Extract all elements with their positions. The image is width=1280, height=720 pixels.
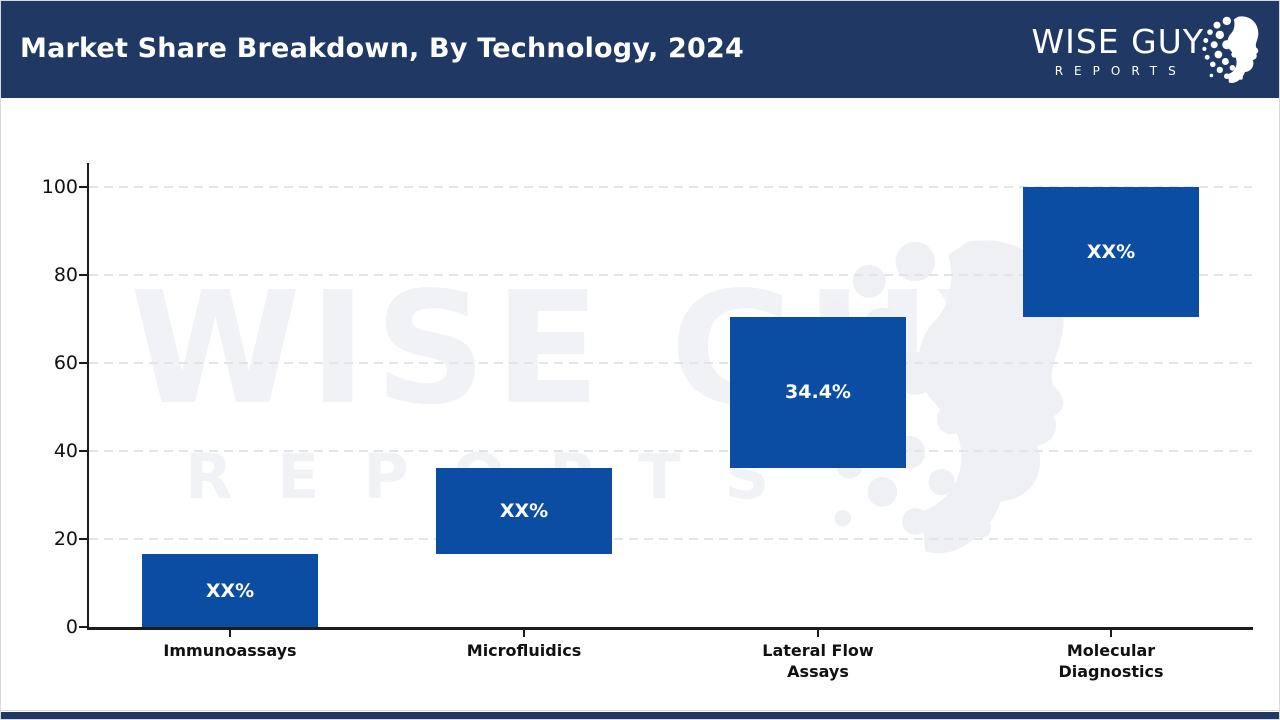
chart-title: Market Share Breakdown, By Technology, 2… <box>20 33 745 64</box>
category-label: Immunoassays <box>110 640 350 661</box>
bar-value-label: XX% <box>499 500 549 523</box>
grid-line <box>89 186 1252 188</box>
y-tick-mark <box>79 450 87 452</box>
bar-value-label: XX% <box>205 579 255 602</box>
bar-segment: 34.4% <box>730 316 906 469</box>
y-tick-label: 60 <box>53 352 78 374</box>
category-label-line: Immunoassays <box>163 641 297 660</box>
bar-segment: XX% <box>142 554 318 627</box>
x-tick-mark <box>523 630 525 637</box>
grid-line <box>89 538 1252 540</box>
x-tick-mark <box>1110 630 1112 637</box>
logo-name: WISE GUY <box>1031 22 1204 61</box>
wise-guy-logo: WISE GUY REPORTS <box>1008 6 1266 92</box>
y-tick-mark <box>79 362 87 364</box>
y-tick-label: 80 <box>53 264 78 286</box>
x-tick-mark <box>229 630 231 637</box>
y-tick-mark <box>79 274 87 276</box>
logo-face-icon <box>1202 16 1259 83</box>
category-label-line: Microfluidics <box>466 641 582 660</box>
logo-subtitle: REPORTS <box>1054 64 1187 78</box>
category-label-line: Lateral Flow <box>762 641 874 660</box>
y-tick-label: 100 <box>41 176 78 198</box>
header-band: Market Share Breakdown, By Technology, 2… <box>0 0 1280 98</box>
logo-text: WISE GUY REPORTS <box>1031 22 1204 78</box>
bar-segment: XX% <box>1023 187 1199 317</box>
y-tick-mark <box>79 186 87 188</box>
category-label: Lateral Flow Assays <box>698 640 938 682</box>
grid-line <box>89 274 1252 276</box>
bottom-hairline <box>0 710 1280 711</box>
bar-value-label: 34.4% <box>785 381 851 404</box>
bar-value-label: XX% <box>1086 240 1136 263</box>
x-axis-line <box>87 627 1253 630</box>
y-axis-line <box>87 163 89 629</box>
category-label: Molecular Diagnostics <box>991 640 1231 682</box>
grid-line <box>89 450 1252 452</box>
category-label-line: Diagnostics <box>1058 662 1164 681</box>
y-tick-label: 0 <box>65 616 78 638</box>
grid-line <box>89 362 1252 364</box>
y-tick-mark <box>79 538 87 540</box>
category-label: Microfluidics <box>404 640 644 661</box>
y-tick-label: 40 <box>53 440 78 462</box>
category-label-line: Assays <box>787 662 849 681</box>
x-tick-mark <box>817 630 819 637</box>
category-label-line: Molecular <box>1066 641 1156 660</box>
footer-band <box>0 712 1280 720</box>
bar-segment: XX% <box>436 468 612 555</box>
y-tick-label: 20 <box>53 528 78 550</box>
y-tick-mark <box>79 626 87 628</box>
